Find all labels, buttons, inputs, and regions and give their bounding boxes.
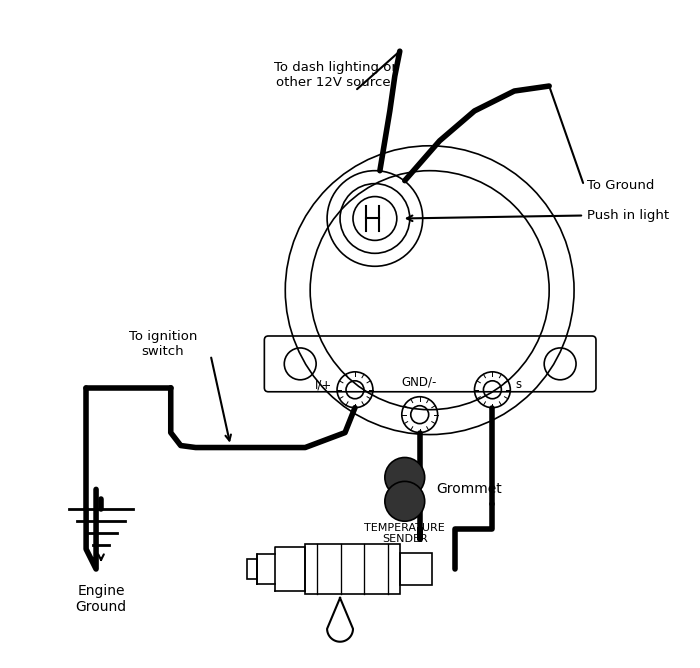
Circle shape xyxy=(385,482,425,521)
Circle shape xyxy=(385,458,425,497)
Text: TEMPERATURE
SENDER: TEMPERATURE SENDER xyxy=(365,522,445,544)
Text: To Ground: To Ground xyxy=(587,179,654,192)
Bar xyxy=(247,559,258,579)
Bar xyxy=(305,544,400,594)
Text: Engine
Ground: Engine Ground xyxy=(76,584,127,614)
Text: Push in light: Push in light xyxy=(587,209,669,222)
Text: To ignition
switch: To ignition switch xyxy=(129,330,197,358)
Text: Grommet: Grommet xyxy=(437,482,503,496)
Bar xyxy=(400,553,432,585)
Text: I/+: I/+ xyxy=(315,378,332,391)
Text: s: s xyxy=(515,378,522,391)
Text: To dash lighting or
other 12V source.: To dash lighting or other 12V source. xyxy=(274,61,396,89)
Text: GND/-: GND/- xyxy=(401,376,436,389)
